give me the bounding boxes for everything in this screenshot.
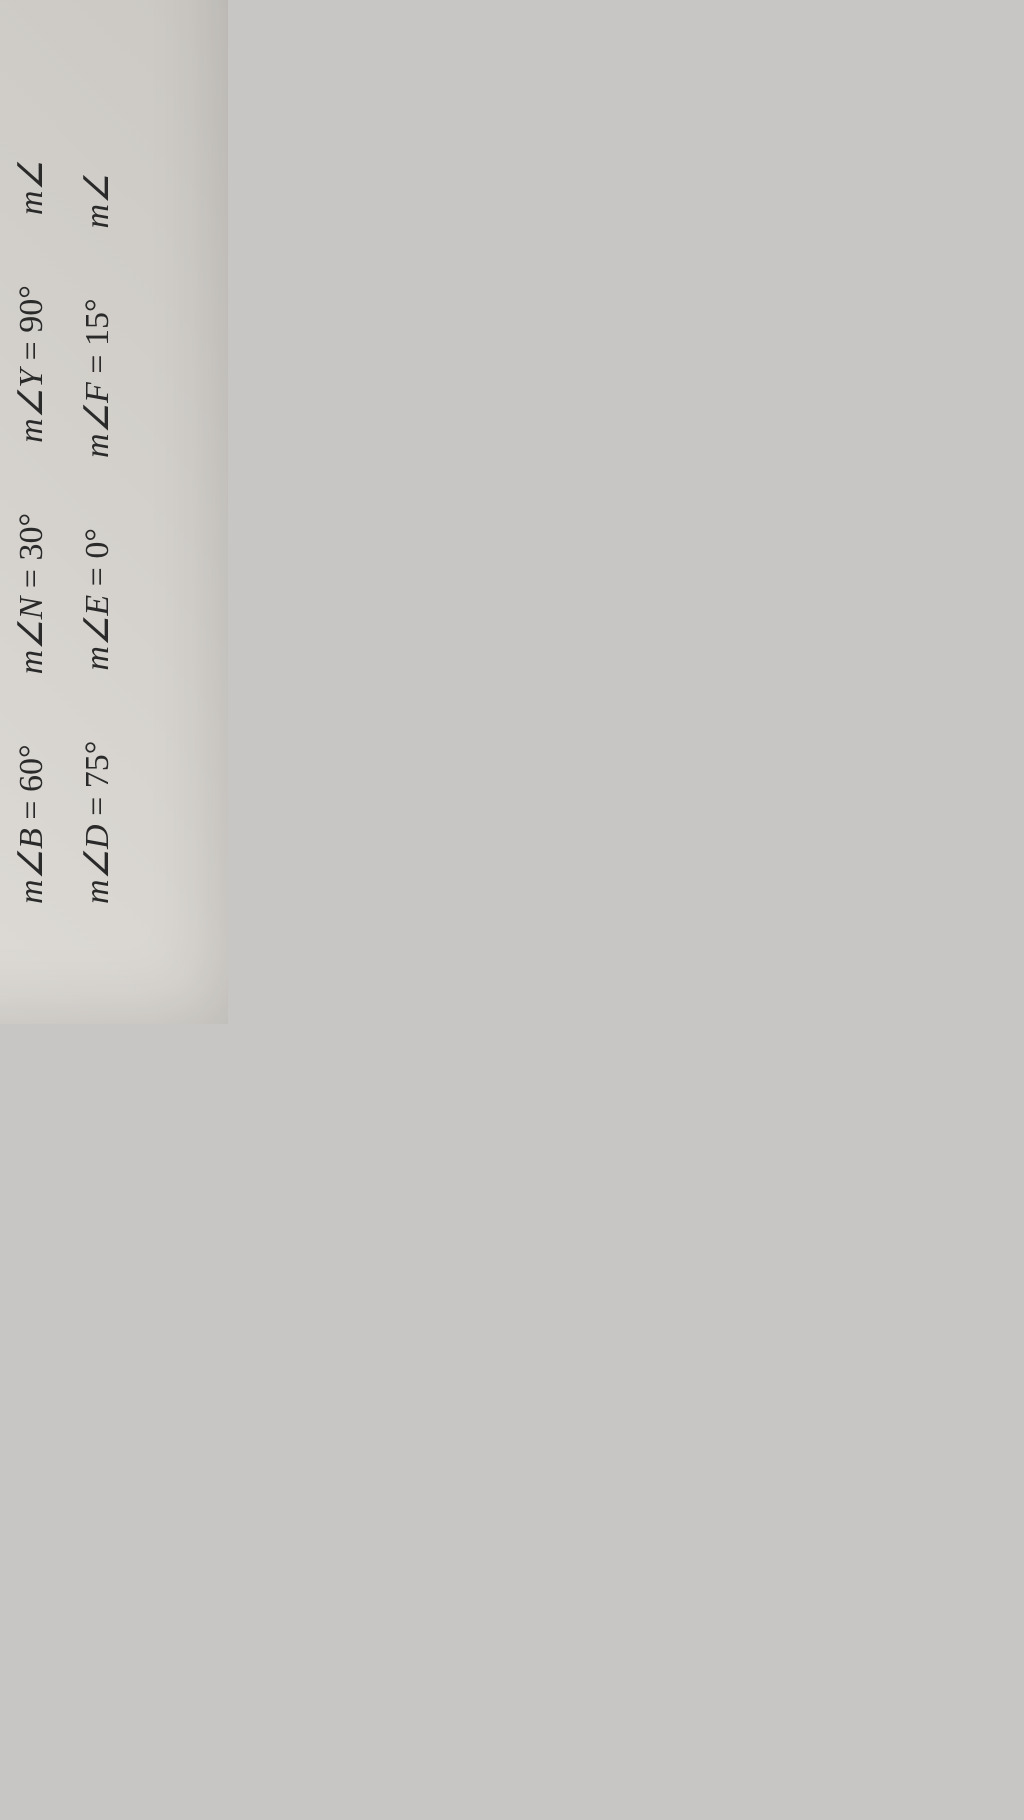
answers-row-1: m∠B = 60° m∠N = 30° m∠Y = 90° m∠ xyxy=(4,0,60,904)
angle-D: m∠D = 75° xyxy=(70,741,126,904)
angle-E: m∠E = 0° xyxy=(70,528,126,671)
angle-N: m∠N = 30° xyxy=(4,513,60,675)
textbook-page: ∴ 135 + p − 135 = 180 − 135 ∴ p = 45 ∴ T… xyxy=(0,0,228,1024)
angle-F: m∠F = 15° xyxy=(70,298,126,458)
angle-cut: m∠ xyxy=(70,173,126,228)
question-2: 2. The measures of some angles are given… xyxy=(0,0,126,964)
angle-B: m∠B = 60° xyxy=(4,744,60,904)
angle-Y: m∠Y = 90° xyxy=(4,285,60,443)
angle-cut: m∠ xyxy=(4,160,60,215)
answers-row-2: m∠D = 75° m∠E = 0° m∠F = 15° m∠ xyxy=(70,0,126,904)
